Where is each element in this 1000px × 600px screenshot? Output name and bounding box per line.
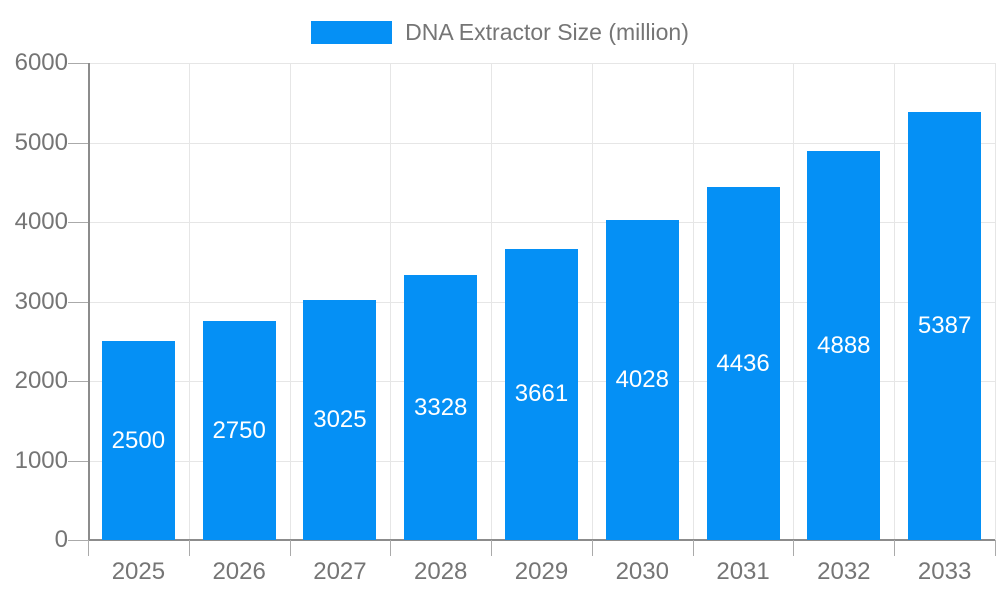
y-axis-tick — [68, 63, 88, 64]
plot-area: 0 1000 2000 3000 4000 5000 6000 2500 2025 2750 202… — [15, 51, 996, 584]
x-axis-tick — [793, 540, 795, 556]
y-axis-tick-label: 2000 — [14, 367, 68, 394]
x-axis-line — [88, 539, 995, 541]
y-axis-tick-label: 1000 — [14, 446, 68, 474]
x-axis-tick — [491, 540, 493, 556]
bar-2027: 3025 — [303, 299, 377, 540]
legend-label: DNA Extractor Size (million) — [405, 18, 689, 45]
bar-2029: 3661 — [505, 248, 578, 540]
y-axis-tick — [68, 460, 88, 462]
y-axis-tick-label: 6000 — [14, 49, 68, 76]
bar-2032: 4888 — [807, 151, 881, 540]
y-axis-tick — [68, 381, 88, 382]
x-axis-tick-label: 2027 — [313, 558, 367, 585]
bar-value-label: 2500 — [111, 426, 166, 454]
gridline-horizontal — [88, 142, 995, 144]
x-axis-tick — [88, 540, 89, 556]
x-axis-tick-label: 2028 — [414, 558, 468, 585]
y-axis-tick-label: 0 — [54, 526, 68, 553]
x-axis-tick — [692, 540, 694, 556]
bar-2030: 4028 — [605, 219, 679, 540]
y-axis-tick-label: 5000 — [14, 128, 68, 156]
bar-value-label: 3328 — [414, 393, 468, 421]
bar-2031: 4436 — [706, 187, 780, 540]
x-axis-tick — [188, 540, 190, 556]
gridline-vertical — [491, 63, 493, 540]
y-axis-tick-label: 4000 — [14, 208, 68, 235]
gridline-vertical — [188, 63, 190, 540]
gridline-vertical — [692, 63, 694, 540]
y-axis-tick — [68, 222, 88, 223]
y-axis-tick — [68, 540, 88, 541]
bar-2028: 3328 — [404, 275, 478, 540]
legend[interactable]: DNA Extractor Size (million) — [0, 14, 1000, 50]
x-axis-tick-label: 2029 — [514, 558, 569, 585]
x-axis-tick-label: 2032 — [817, 558, 871, 585]
bar-value-label: 3025 — [313, 405, 367, 433]
gridline-horizontal — [88, 222, 995, 223]
x-axis-tick — [390, 540, 392, 556]
x-axis-tick — [289, 540, 291, 556]
y-axis-tick — [68, 142, 88, 144]
y-axis-tick — [68, 301, 88, 303]
bar-2026: 2750 — [202, 321, 276, 540]
y-axis-line — [88, 63, 90, 540]
gridline-vertical — [995, 63, 996, 540]
gridline-vertical — [894, 63, 896, 540]
x-axis-tick — [995, 540, 996, 556]
bar-value-label: 2750 — [212, 416, 266, 444]
gridline-vertical — [390, 63, 392, 540]
x-axis-tick — [591, 540, 593, 556]
x-axis-tick-label: 2033 — [917, 558, 972, 585]
x-axis-tick-label: 2025 — [111, 558, 166, 585]
gridline-vertical — [591, 63, 593, 540]
legend-swatch — [311, 20, 393, 44]
bar-value-label: 4436 — [716, 349, 770, 377]
bar-2033: 5387 — [908, 111, 982, 540]
x-axis-tick-label: 2026 — [212, 558, 266, 585]
bar-value-label: 3661 — [514, 380, 569, 408]
x-axis-tick-label: 2031 — [716, 558, 770, 585]
gridline-vertical — [289, 63, 291, 540]
y-axis-tick-label: 3000 — [14, 287, 68, 315]
gridline-vertical — [793, 63, 795, 540]
gridline-horizontal — [88, 63, 995, 64]
x-axis-tick — [894, 540, 896, 556]
bar-value-label: 4888 — [817, 331, 871, 359]
bar-value-label: 5387 — [917, 311, 972, 339]
x-axis-tick-label: 2030 — [615, 558, 669, 585]
bar-value-label: 4028 — [615, 365, 669, 393]
bar-2025: 2500 — [101, 341, 175, 540]
